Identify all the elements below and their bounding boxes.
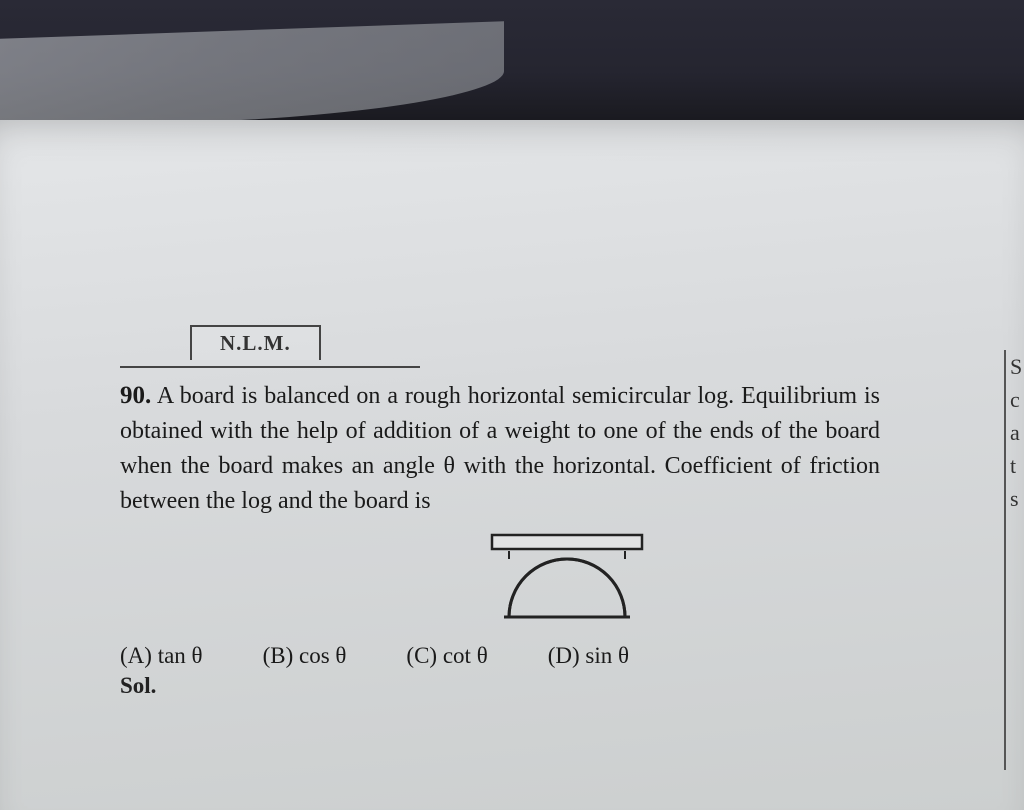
question-number: 90.	[120, 382, 151, 409]
option-c-value: cot θ	[443, 643, 488, 668]
option-b-value: cos θ	[299, 643, 346, 668]
option-a-label: (A)	[120, 643, 152, 668]
question-text: A board is balanced on a rough horizonta…	[120, 383, 880, 514]
question-block: 90. A board is balanced on a rough horiz…	[120, 378, 880, 519]
option-c-label: (C)	[406, 643, 437, 668]
option-b-label: (B)	[263, 643, 294, 668]
option-d: (D) sin θ	[548, 643, 629, 669]
option-d-label: (D)	[548, 643, 580, 668]
option-d-value: sin θ	[585, 643, 629, 668]
right-col-fragment: Scats	[1010, 350, 1024, 515]
board-on-log-icon	[482, 529, 652, 624]
option-a-value: tan θ	[158, 643, 203, 668]
page-content: N.L.M. 90. A board is balanced on a roug…	[120, 325, 1014, 699]
options-row: (A) tan θ (B) cos θ (C) cot θ (D) sin θ	[120, 643, 1014, 669]
right-column-sliver: Scats	[1004, 350, 1024, 770]
section-header: N.L.M.	[190, 325, 321, 360]
option-a: (A) tan θ	[120, 643, 203, 669]
option-c: (C) cot θ	[406, 643, 487, 669]
option-b: (B) cos θ	[263, 643, 347, 669]
question-figure	[482, 529, 652, 629]
section-header-container: N.L.M.	[120, 325, 420, 368]
solution-label: Sol.	[120, 673, 1014, 699]
